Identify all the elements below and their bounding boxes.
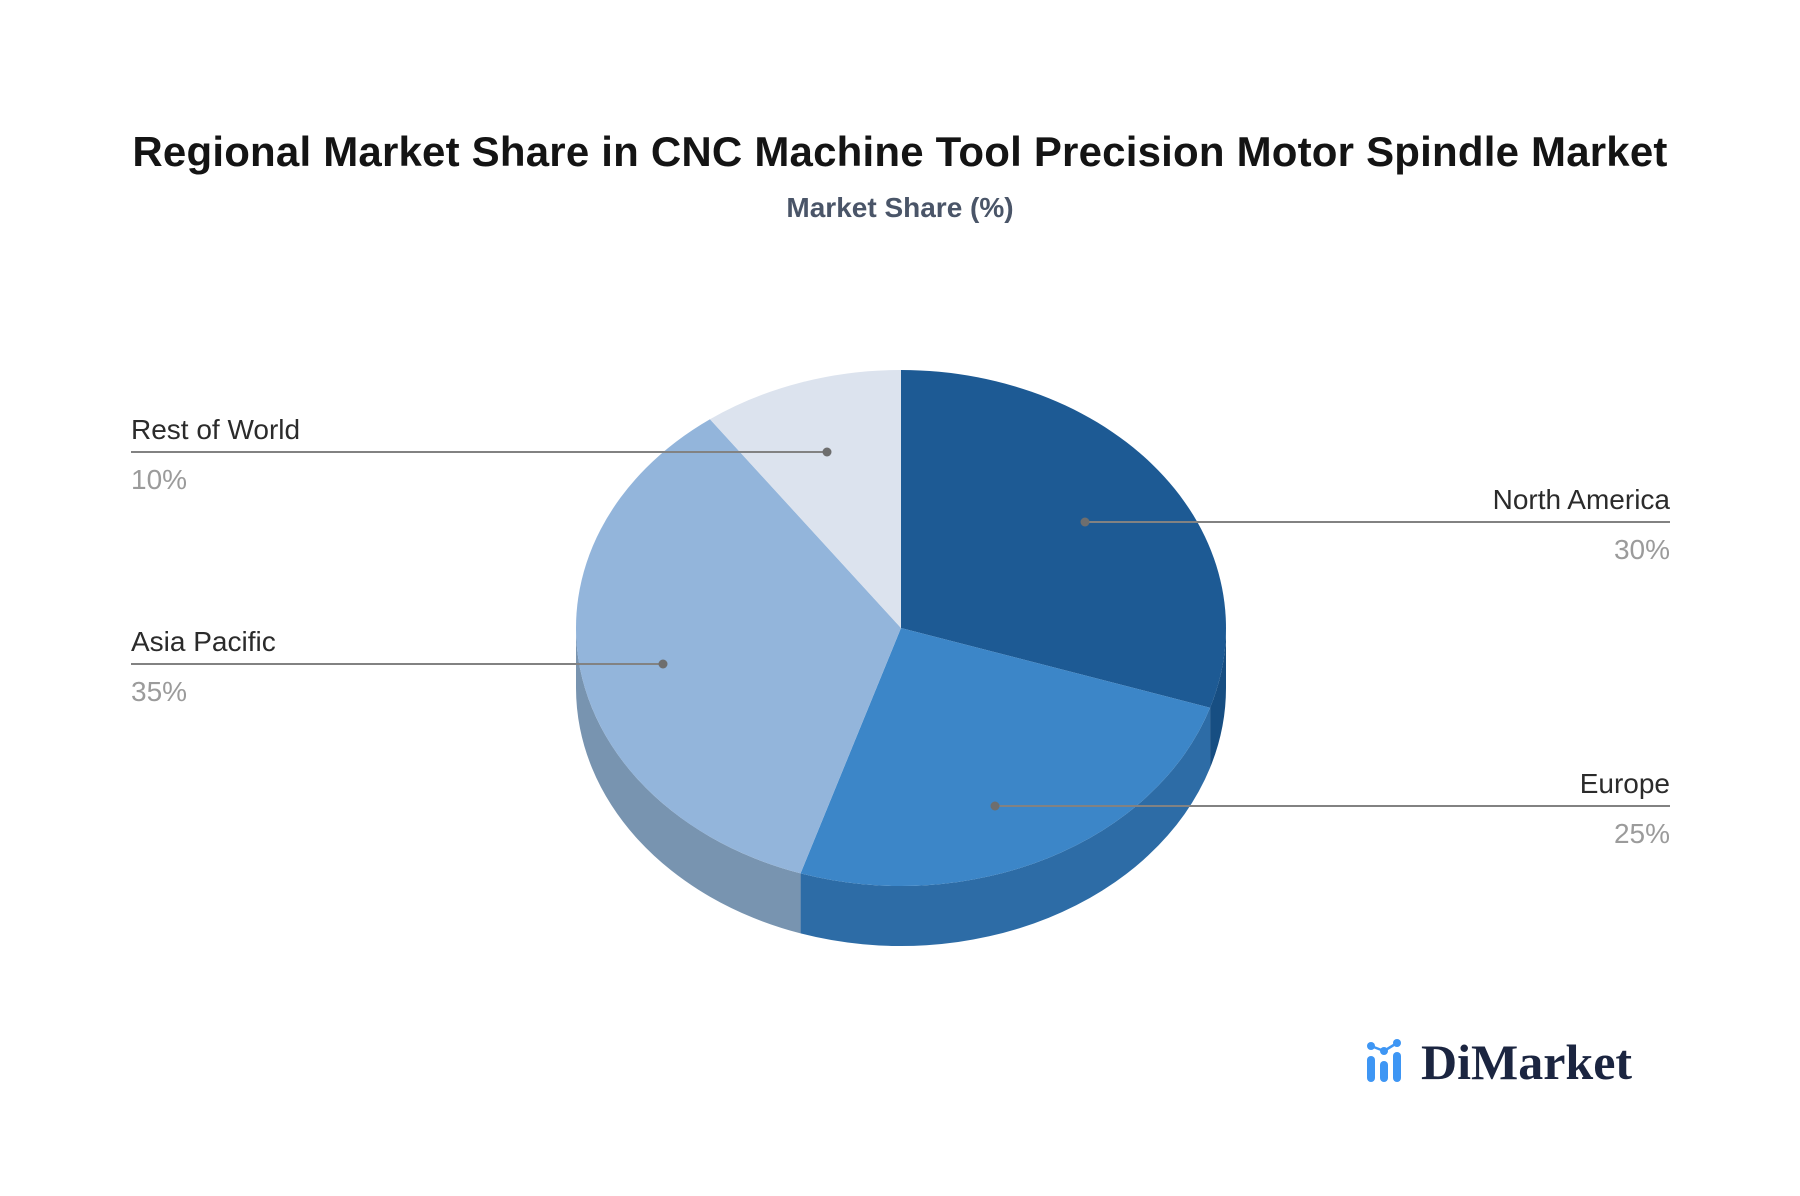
- pie-slice-north-america[interactable]: [901, 370, 1226, 708]
- slice-label-europe: Europe: [1579, 768, 1670, 799]
- slice-value-asia-pacific: 35%: [131, 676, 188, 707]
- logo-bar: [1393, 1052, 1401, 1082]
- leader-dot-rest-of-world: [822, 447, 832, 457]
- logo-text: DiMarket: [1421, 1034, 1633, 1090]
- pie-slice-asia-pacific[interactable]: [575, 419, 901, 874]
- pie-slice-side-asia-pacific: [576, 628, 801, 934]
- logo-dot: [1367, 1042, 1375, 1050]
- slice-label-north-america: North America: [1492, 484, 1670, 515]
- callout-asia-pacific: Asia Pacific 35%: [131, 625, 276, 709]
- callout-rest-of-world: Rest of World 10%: [131, 413, 300, 497]
- pie-slice-rest-of-world[interactable]: [709, 369, 901, 628]
- logo-dot: [1380, 1047, 1388, 1055]
- pie-slice-europe[interactable]: [800, 628, 1211, 886]
- leader-dot-asia-pacific: [658, 659, 668, 669]
- logo-bar: [1367, 1056, 1375, 1082]
- slice-label-asia-pacific: Asia Pacific: [131, 626, 276, 657]
- logo-bar: [1380, 1061, 1388, 1082]
- chart-title: Regional Market Share in CNC Machine Too…: [132, 128, 1668, 175]
- leader-dot-europe: [990, 801, 1000, 811]
- slice-value-europe: 25%: [1613, 818, 1670, 849]
- pie-slice-side-europe: [800, 707, 1211, 946]
- slice-value-north-america: 30%: [1613, 534, 1670, 565]
- pie-slice-side-north-america: [1210, 628, 1226, 768]
- leader-dot-north-america: [1080, 517, 1090, 527]
- bar-chart-trend-icon: [1367, 1039, 1401, 1082]
- callout-north-america: North America 30%: [1493, 483, 1670, 567]
- logo-dot: [1393, 1039, 1401, 1047]
- chart-subtitle: Market Share (%): [786, 192, 1014, 223]
- slice-value-rest-of-world: 10%: [131, 464, 188, 495]
- slice-label-rest-of-world: Rest of World: [131, 414, 301, 445]
- dimarket-logo: DiMarket: [1364, 1036, 1632, 1088]
- callout-europe: Europe 25%: [1580, 767, 1670, 851]
